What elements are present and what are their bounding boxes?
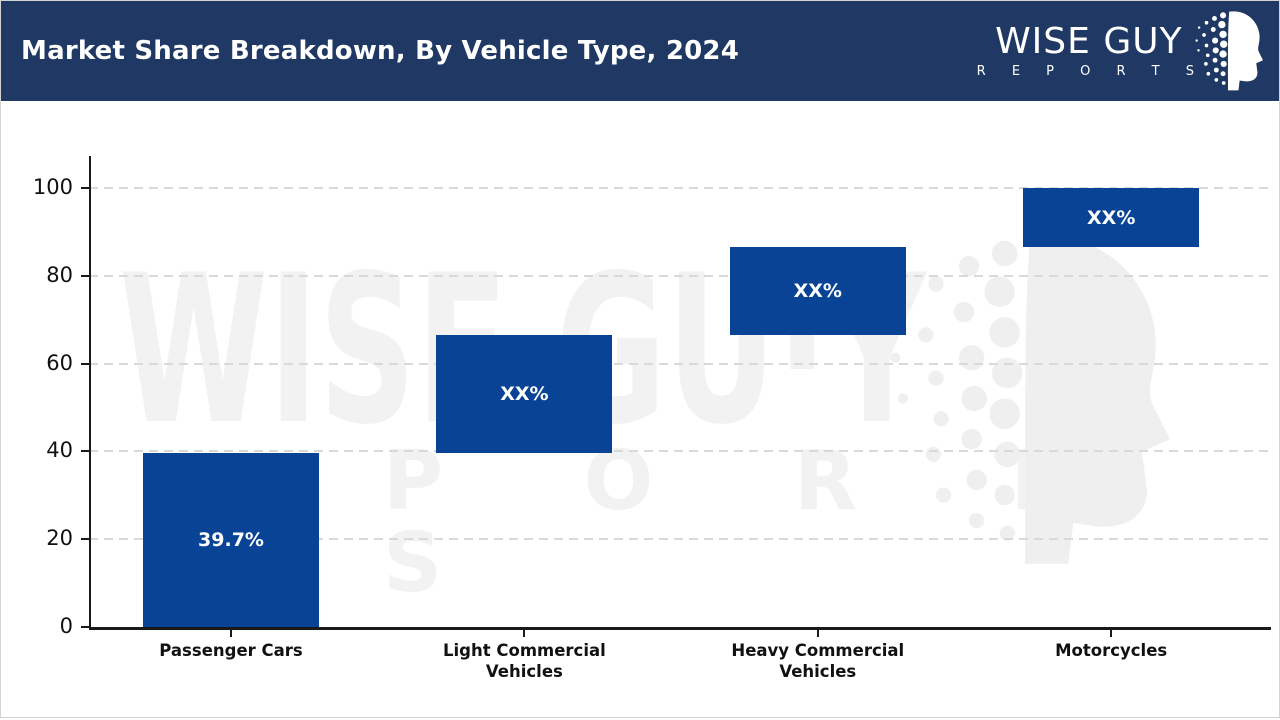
gridline bbox=[89, 362, 1271, 365]
wiseguy-face-icon bbox=[1191, 8, 1265, 94]
bar: XX% bbox=[1023, 188, 1200, 248]
x-tick bbox=[230, 630, 232, 637]
gridline bbox=[89, 187, 1271, 189]
y-tick-label: 20 bbox=[46, 526, 73, 551]
x-category-label: Heavy Commercial Vehicles bbox=[731, 641, 905, 681]
logo-text: WISE GUY R E P O R T S bbox=[973, 20, 1205, 79]
y-tick-label: 100 bbox=[32, 175, 73, 199]
x-category-label: Passenger Cars bbox=[159, 641, 303, 660]
bar-value-label: XX% bbox=[1087, 206, 1136, 229]
bar-value-label: XX% bbox=[500, 382, 549, 405]
bar-value-label: 39.7% bbox=[198, 528, 264, 551]
y-tick-label: 0 bbox=[59, 614, 73, 638]
y-tick-label: 80 bbox=[46, 262, 73, 287]
y-tick bbox=[81, 274, 89, 277]
x-tick bbox=[523, 630, 526, 637]
header: Market Share Breakdown, By Vehicle Type,… bbox=[1, 1, 1279, 101]
y-tick bbox=[81, 538, 89, 541]
logo-wordmark: WISE GUY bbox=[995, 20, 1183, 62]
y-tick bbox=[81, 187, 89, 189]
gridline bbox=[89, 450, 1271, 453]
page-title: Market Share Breakdown, By Vehicle Type,… bbox=[21, 36, 739, 66]
y-tick bbox=[81, 626, 89, 628]
brand-logo: WISE GUY R E P O R T S bbox=[973, 8, 1265, 94]
y-tick bbox=[81, 362, 89, 365]
x-category-label: Light Commercial Vehicles bbox=[443, 641, 606, 681]
bar: XX% bbox=[436, 335, 613, 453]
bar: 39.7% bbox=[143, 452, 319, 627]
y-tick-label: 40 bbox=[46, 438, 73, 463]
watermark-reports: P O R T S bbox=[383, 434, 1110, 611]
gridline bbox=[89, 538, 1271, 541]
x-category-label: Motorcycles bbox=[1055, 641, 1168, 660]
y-axis-line bbox=[89, 156, 91, 629]
bar: XX% bbox=[729, 247, 906, 336]
bar-value-label: XX% bbox=[793, 280, 842, 303]
x-tick bbox=[816, 630, 819, 637]
logo-reports-label: R E P O R T S bbox=[976, 63, 1205, 79]
y-tick bbox=[81, 450, 89, 453]
x-axis-line bbox=[89, 627, 1271, 630]
y-tick-label: 60 bbox=[46, 350, 73, 375]
x-tick bbox=[1110, 630, 1113, 637]
gridline bbox=[89, 274, 1271, 277]
